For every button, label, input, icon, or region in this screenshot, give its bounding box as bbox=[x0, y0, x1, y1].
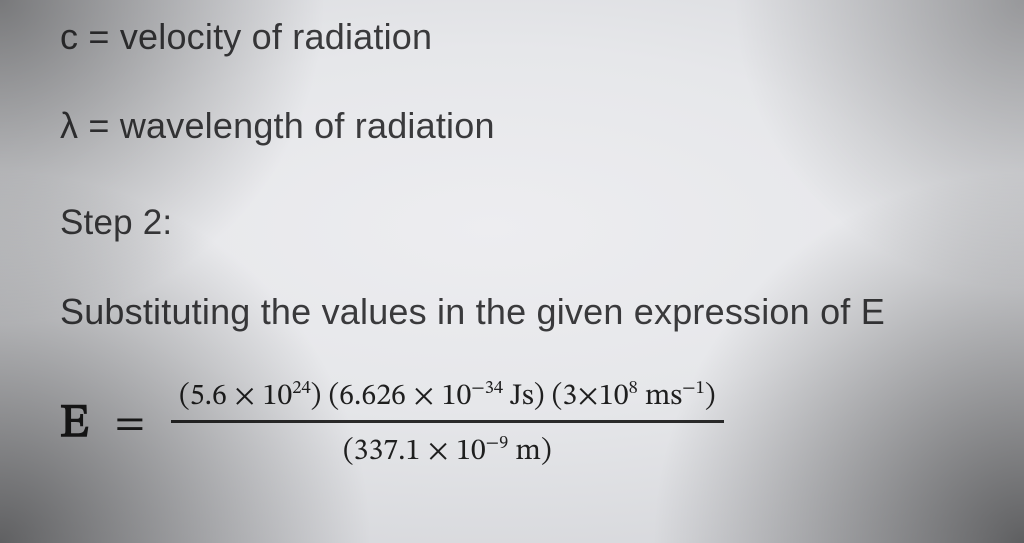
symbol-c: c bbox=[60, 16, 78, 57]
equals-c: = bbox=[88, 16, 109, 57]
num-factor-1: (5.6 × 1024) bbox=[179, 382, 328, 412]
step-label: Step 2: bbox=[60, 200, 1024, 246]
equals-lambda: = bbox=[88, 105, 109, 146]
equation-lhs: E bbox=[60, 395, 89, 453]
num-factor-2: (6.626 × 10−34 Js) bbox=[328, 382, 551, 412]
text-c: velocity of radiation bbox=[120, 16, 432, 57]
symbol-lambda: λ bbox=[60, 105, 78, 146]
page: c = velocity of radiation λ = wavelength… bbox=[0, 0, 1024, 543]
equation: E = (5.6 × 1024) (6.626 × 10−34 Js) (3×1… bbox=[60, 374, 1024, 475]
equation-equals: = bbox=[115, 398, 145, 451]
text-lambda: wavelength of radiation bbox=[120, 105, 495, 146]
num-factor-3: (3×108 ms−1) bbox=[552, 382, 716, 412]
equation-numerator: (5.6 × 1024) (6.626 × 10−34 Js) (3×108 m… bbox=[171, 374, 724, 420]
substitution-text: Substituting the values in the given exp… bbox=[60, 289, 1024, 336]
definition-c: c = velocity of radiation bbox=[60, 14, 1024, 61]
equation-denominator: (337.1 × 10−9 m) bbox=[171, 420, 724, 475]
definition-lambda: λ = wavelength of radiation bbox=[60, 103, 1024, 150]
equation-fraction: (5.6 × 1024) (6.626 × 10−34 Js) (3×108 m… bbox=[171, 374, 724, 475]
